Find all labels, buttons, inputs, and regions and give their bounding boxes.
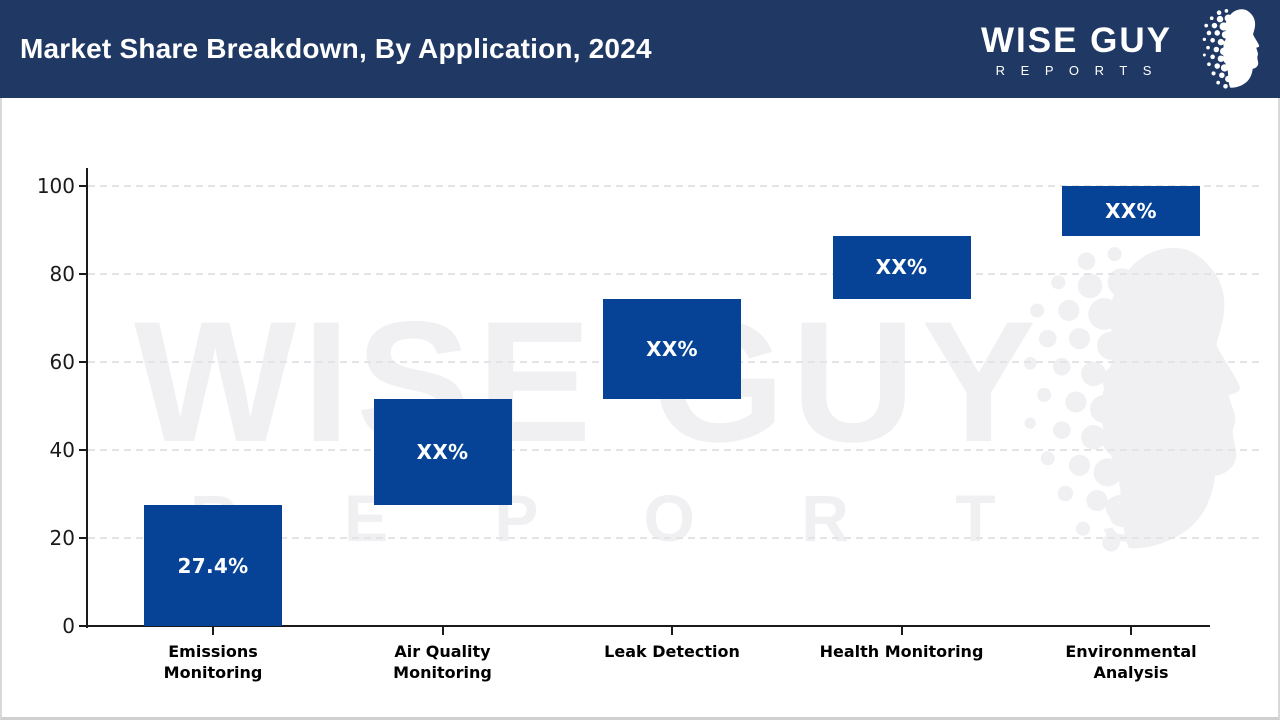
x-axis-tick-1	[441, 627, 444, 635]
x-axis-tick-4	[1130, 627, 1132, 635]
y-axis-tick-label: 0	[62, 614, 75, 638]
logo-subtitle-text: R E P O R T S	[995, 62, 1158, 78]
chart-title: Market Share Breakdown, By Application, …	[20, 33, 652, 64]
x-axis-tick-3	[900, 627, 903, 635]
y-axis-tick-60	[79, 361, 87, 363]
y-axis-tick-80	[79, 273, 87, 275]
category-label-line: Monitoring	[393, 663, 492, 682]
category-label-line: Environmental	[1065, 642, 1197, 661]
category-label-line: Leak Detection	[604, 642, 740, 661]
y-axis-tick-label: 20	[49, 526, 75, 550]
plot-area: 0 20 40 60 80 100 27.4% Emissions Monitoring XX% A…	[2, 98, 1278, 717]
dotted-face-profile-icon	[1174, 7, 1266, 92]
y-axis-tick-label: 80	[49, 262, 75, 286]
category-label-line: Emissions	[168, 642, 258, 661]
category-label: Health Monitoring	[787, 641, 1017, 662]
gridline-y-100	[88, 185, 1260, 187]
category-label: Environmental Analysis	[1016, 641, 1246, 683]
y-axis-tick-label: 100	[36, 174, 75, 198]
gridline-y-80	[88, 273, 1260, 275]
gridline-y-20	[88, 537, 1260, 539]
x-axis-tick-0	[212, 627, 214, 635]
x-axis-tick-2	[671, 627, 673, 635]
bar-value-label: XX%	[1105, 198, 1157, 223]
bar-environmental-analysis: XX%	[1062, 186, 1200, 236]
bar-value-label: XX%	[646, 337, 698, 362]
category-label-line: Analysis	[1093, 663, 1169, 682]
y-axis-tick-0	[79, 625, 87, 627]
y-axis-line	[86, 168, 88, 628]
bar-value-label: XX%	[875, 255, 928, 280]
category-label: Air Quality Monitoring	[328, 641, 558, 683]
bar-leak-detection: XX%	[603, 299, 741, 399]
bar-emissions-monitoring: 27.4%	[144, 505, 282, 626]
logo-name-text: WISE GUY	[980, 20, 1172, 60]
bar-value-label: XX%	[416, 440, 469, 465]
x-axis-line	[86, 625, 1210, 627]
category-label: Leak Detection	[557, 641, 787, 662]
gridline-y-40	[88, 449, 1260, 451]
y-axis-tick-40	[79, 449, 87, 451]
y-axis-tick-100	[79, 185, 87, 187]
bar-air-quality-monitoring: XX%	[373, 398, 512, 506]
header-bar: Market Share Breakdown, By Application, …	[0, 0, 1280, 98]
bar-value-label: 27.4%	[177, 553, 249, 578]
logo-wordmark: WISE GUY R E P O R T S	[981, 21, 1172, 78]
y-axis-tick-label: 60	[49, 350, 75, 374]
category-label-line: Air Quality	[394, 642, 491, 661]
y-axis-tick-label: 40	[49, 438, 75, 462]
category-label: Emissions Monitoring	[98, 641, 328, 683]
bar-health-monitoring: XX%	[832, 235, 971, 300]
wise-guy-logo: WISE GUY R E P O R T S	[981, 7, 1266, 92]
category-label-line: Monitoring	[163, 663, 263, 682]
y-axis-tick-20	[79, 537, 87, 539]
chart-area: WISE GUY R E P O R T S 0 20 40 60 80 100 27.4%…	[0, 98, 1280, 720]
category-label-line: Health Monitoring	[819, 642, 984, 661]
